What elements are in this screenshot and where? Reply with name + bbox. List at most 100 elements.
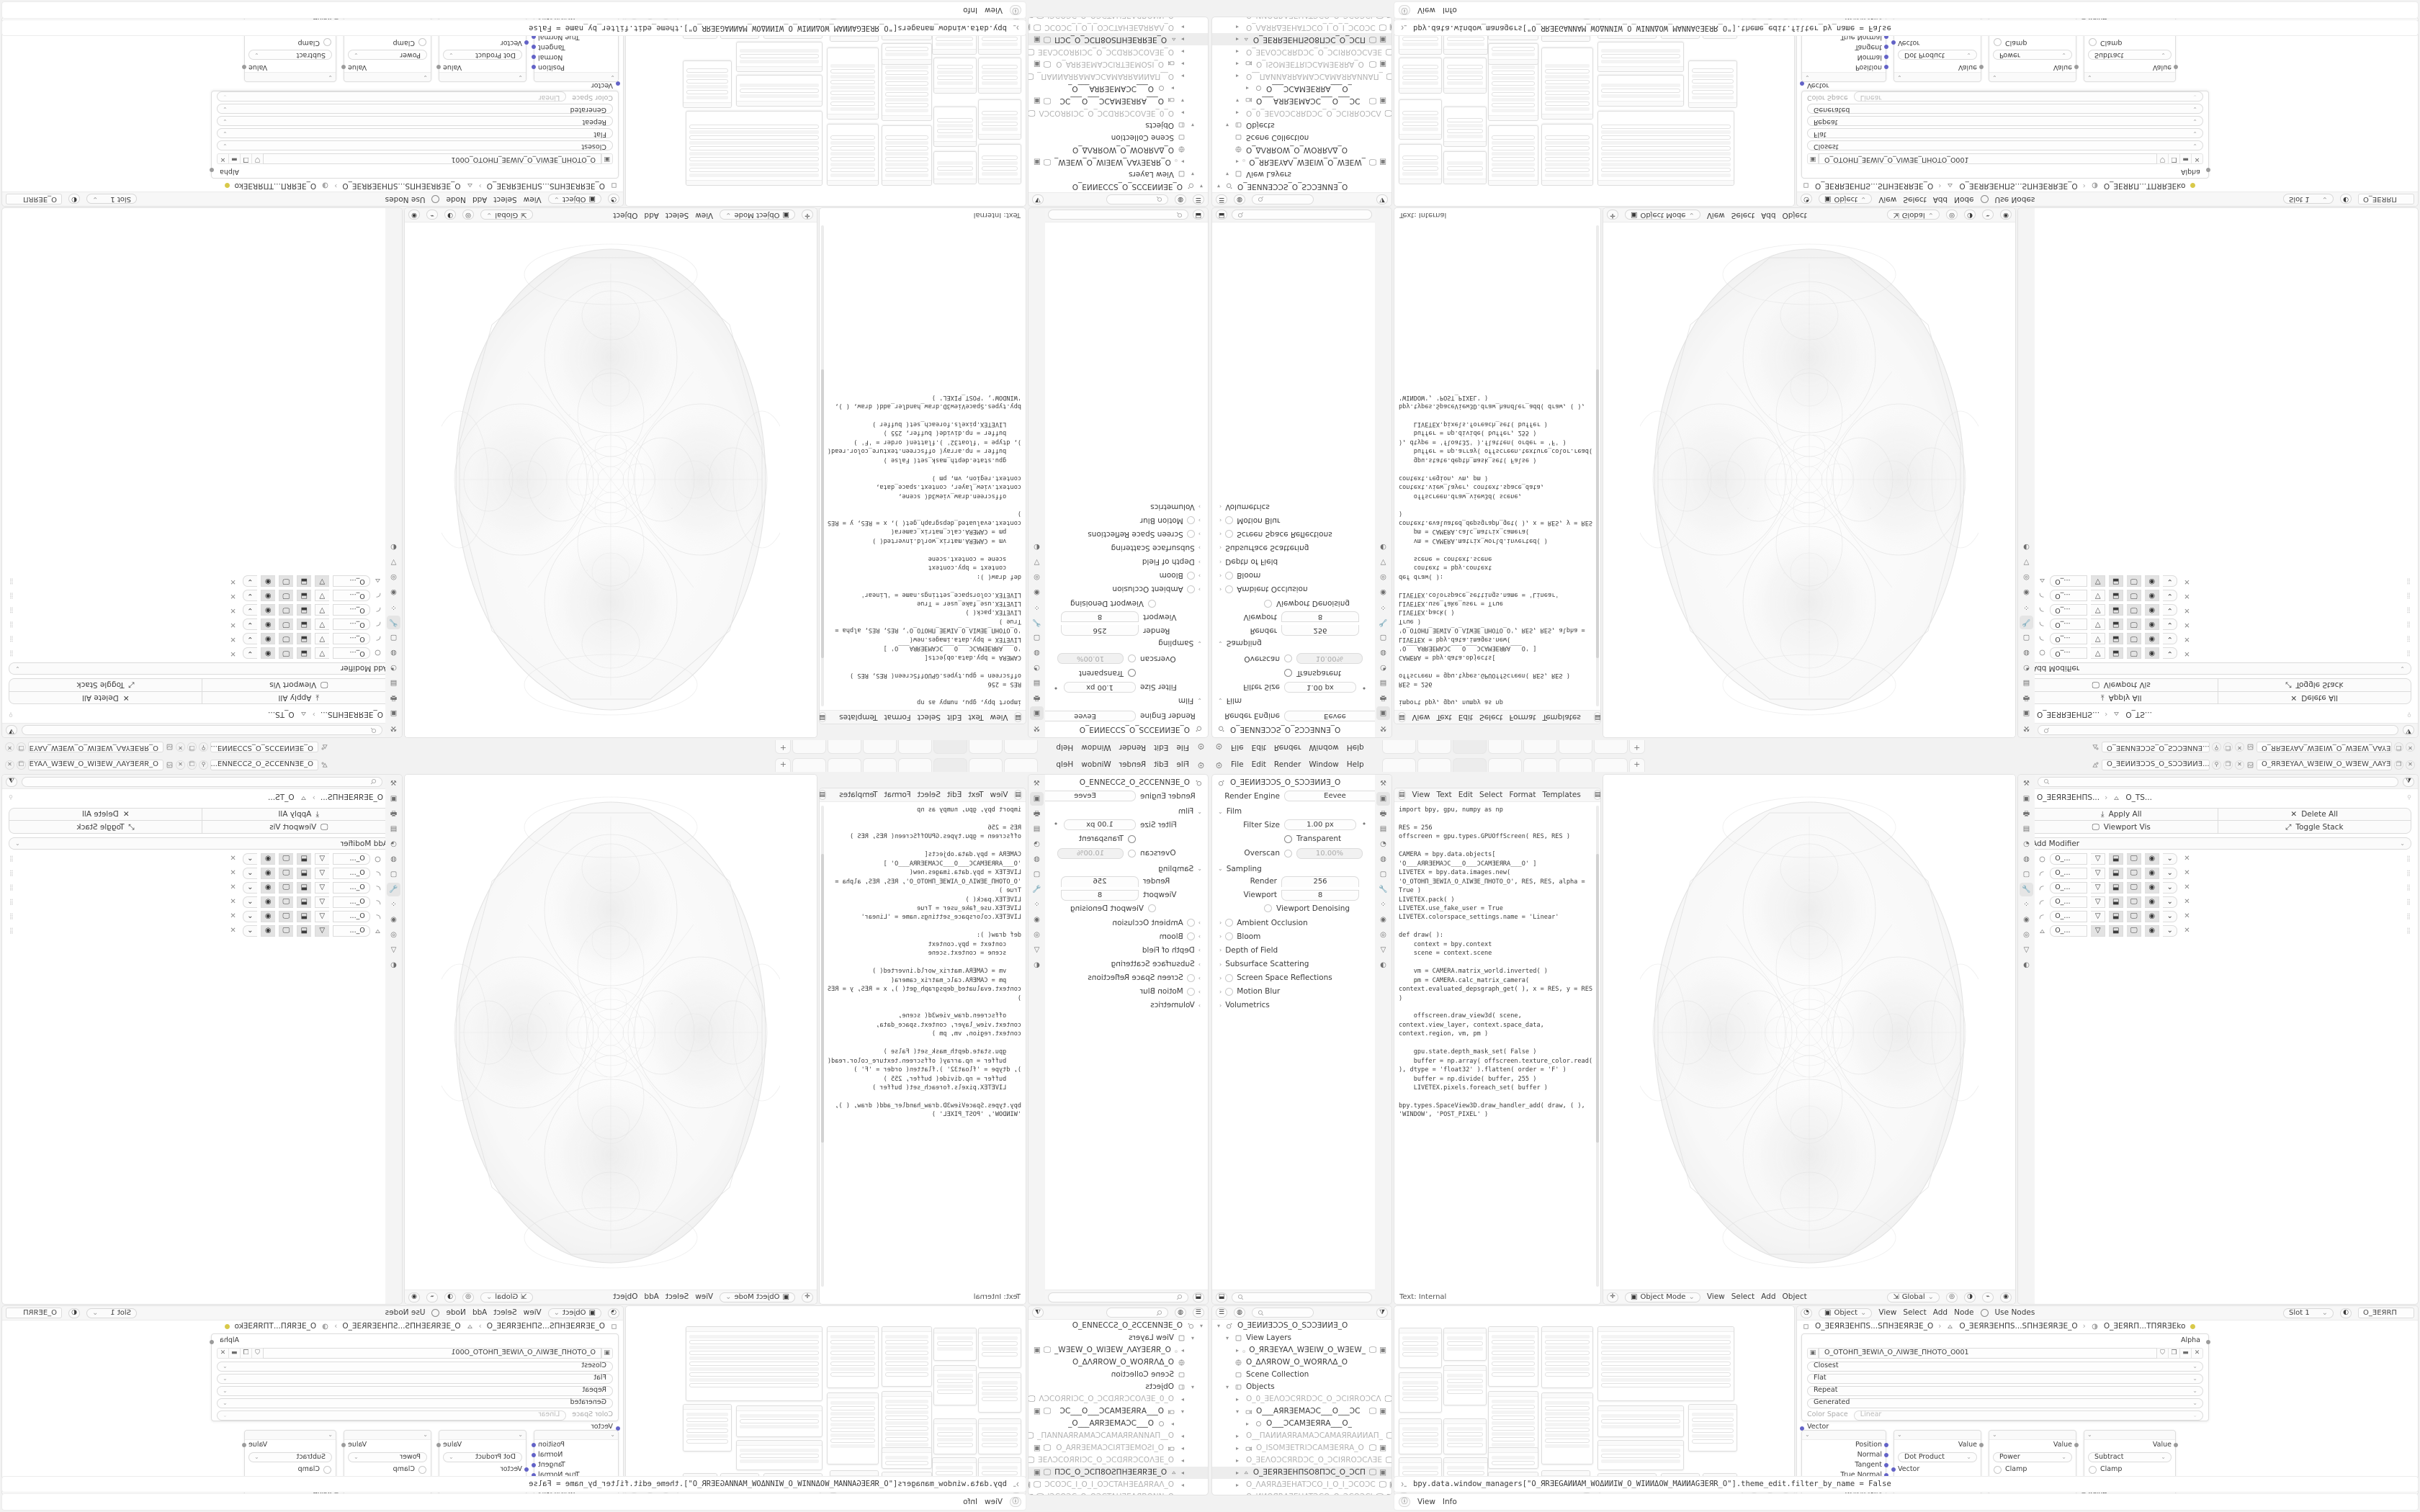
image-browse-icon[interactable]: ▣	[1807, 1347, 1819, 1359]
material-slot-dropdown[interactable]: Slot 1 ⌄	[86, 194, 137, 204]
value-socket[interactable]	[2074, 65, 2079, 69]
workspace-tab-active[interactable]	[933, 740, 968, 755]
breadcrumb-mesh[interactable]: O_ƎEЯRƎEHΠS...SΠHƎEЯRƎE_O	[1959, 1322, 2078, 1331]
object-icon[interactable]: ▢	[1379, 634, 1387, 642]
render-toggle-icon[interactable]: ◉	[2145, 925, 2160, 937]
modifier-row[interactable]: ›O_...▽⬓🖵◉⌄✕⣿	[2033, 925, 2411, 937]
render-icon[interactable]: ▣	[2022, 709, 2030, 718]
modifier-row[interactable]: ›O_...▽⬓🖵◉⌄✕⣿	[9, 868, 387, 880]
node-header[interactable]	[882, 59, 931, 64]
colorspace-dropdown[interactable]: Linear	[217, 91, 567, 102]
menu-render[interactable]: Render	[1119, 743, 1147, 752]
editor-type-icon[interactable]: ◔	[1801, 194, 1812, 204]
edit-mode-toggle-icon[interactable]: ▽	[2091, 618, 2106, 630]
editor-type-icon[interactable]: ✛	[802, 1292, 813, 1302]
proportional-edit-icon[interactable]: ◑	[1964, 210, 1976, 220]
geometry-node[interactable]	[978, 1372, 1021, 1413]
node-collapse-header[interactable]: ⌄	[2084, 72, 2175, 81]
material-icon[interactable]: ◐	[68, 194, 80, 204]
text-menu-edit[interactable]: Edit	[1458, 790, 1474, 799]
modifier-name-field[interactable]: O_...	[2050, 632, 2088, 644]
section-toggle-checkbox[interactable]	[1186, 585, 1195, 593]
material-icon[interactable]: ◐	[68, 1308, 80, 1318]
chevron-down-icon[interactable]: ▾	[1199, 183, 1203, 190]
modifier-search-input[interactable]	[22, 776, 382, 787]
properties-search-input[interactable]	[1232, 210, 1372, 220]
chevron-down-icon[interactable]: ▾	[1226, 1383, 1229, 1390]
section-toggle-checkbox[interactable]	[1225, 585, 1234, 593]
filter-size-row[interactable]: Filter Size 1.00 px •	[1028, 817, 1208, 832]
collapsed-section-3[interactable]: ›Subsurface Scattering⣿	[1212, 542, 1392, 556]
outliner-row[interactable]: ▸O_ƎEΛOƆCЯRDƆC_O_ƆCIЯROƆCΛƎE🖵▣	[1212, 40, 1392, 58]
properties-footer[interactable]: ⬓ ⌄	[1212, 208, 1392, 222]
modifier-editor-header[interactable]: ⬓ ⧩	[2, 775, 402, 789]
viewport-toggle-icon[interactable]: 🖵	[2127, 896, 2142, 909]
modifier-name-field[interactable]: O_...	[2050, 925, 2088, 937]
text-datablock-icon[interactable]: ▤	[1593, 790, 1600, 800]
chevron-down-icon[interactable]: ▾	[1226, 122, 1229, 129]
node-header[interactable]	[1444, 1328, 1486, 1333]
geometry-node[interactable]	[1488, 1447, 1538, 1469]
object-icon[interactable]: ▢	[390, 634, 398, 642]
monitor-icon[interactable]: 🖵	[1028, 71, 1034, 81]
collapsed-section-2[interactable]: ›Depth of Field⣿	[1028, 942, 1208, 956]
render-toggle-icon[interactable]: ◉	[260, 911, 275, 923]
chevron-down-icon[interactable]: ▾	[1191, 1383, 1194, 1390]
modifier-search-input[interactable]	[2038, 776, 2398, 787]
new-view-layer-icon[interactable]: ❐	[17, 742, 26, 752]
outliner-row[interactable]: ▸O_ΛAЯRΔƎEHATƆCO_I_O_I_ƆCOƆC🖵▣	[1212, 17, 1392, 33]
section-film[interactable]: ⌄ Film ⣿	[1212, 804, 1392, 817]
proportional-edit-icon[interactable]: ◑	[444, 1292, 456, 1302]
value-socket[interactable]	[436, 65, 441, 69]
clamp-checkbox[interactable]	[1994, 1465, 2002, 1474]
node-header[interactable]	[934, 1419, 976, 1424]
transform-orientation-dropdown[interactable]: ⇲ Global ⌄	[1887, 210, 1940, 220]
properties-tab-column[interactable]: ⚒ ▣ 🖶 ▤ ◔ ◍ ▢ 🔧 ⁘ ◉ ◎ ▽ ◐	[1028, 208, 1045, 737]
material-icon[interactable]: ◐	[1380, 543, 1386, 552]
snap-icon[interactable]: ◎	[462, 1292, 474, 1302]
outliner-row[interactable]: ▾O_ƎEИИƎƆƆS_O_SƆƆƎИИƎ_O	[1028, 180, 1208, 192]
section-toggle-checkbox[interactable]	[1225, 919, 1234, 927]
shader-type-dropdown[interactable]: ▣ Object ⌄	[547, 1308, 601, 1318]
modifier-name-field[interactable]: O_...	[2050, 603, 2088, 616]
outliner-row[interactable]: ▸O_ЯRƎEYAΛ_WƎEIW_O_WƎEW_🖵▣	[1212, 1344, 1392, 1356]
breadcrumb-mesh[interactable]: O_ƎEЯRƎEHΠS...SΠHƎEЯRƎE_O	[342, 1322, 461, 1331]
geometry-node[interactable]	[978, 99, 1021, 140]
viewport-toggle-icon[interactable]: 🖵	[278, 618, 293, 630]
material-slot-dropdown[interactable]: Slot 1 ⌄	[86, 1308, 137, 1318]
output-icon[interactable]: 🖶	[1379, 694, 1387, 703]
modifier-row[interactable]: ›O_...▽⬓🖵◉⌄✕⣿	[2033, 853, 2411, 865]
chevron-right-icon[interactable]: ▸	[1180, 36, 1184, 43]
python-console-status-bar[interactable]: bpy.data.window_managers["O_ЯRƎEGAИИAM_W…	[1394, 1477, 2418, 1492]
geometry-node[interactable]	[1541, 124, 1593, 186]
use-nodes-checkbox[interactable]	[1980, 195, 1989, 203]
filter-size-input[interactable]: 1.00 px	[1064, 819, 1136, 831]
camera-icon[interactable]: ▣	[1379, 1346, 1386, 1355]
output-icon[interactable]: 🖶	[1033, 809, 1041, 818]
viewport-denoising-row[interactable]: Viewport Denoising	[1212, 902, 1392, 915]
apply-all-button[interactable]: ⤓ Apply All	[2025, 690, 2218, 704]
modifier-action-buttons[interactable]: ⤓ Apply All ✕ Delete All 🖵 Viewport Vis	[9, 678, 395, 704]
close-icon[interactable]: ✕	[2184, 649, 2190, 657]
workspace-tabs[interactable]: +	[1381, 740, 1645, 755]
transparent-checkbox[interactable]	[1284, 669, 1292, 678]
modifier-row[interactable]: ›O_...▽⬓🖵◉⌄✕⣿	[9, 603, 387, 616]
menu-file[interactable]: File	[1231, 743, 1244, 752]
modifier-row[interactable]: ›O_...▽⬓🖵◉⌄✕⣿	[2033, 882, 2411, 894]
object-icon[interactable]: ▢	[2022, 634, 2030, 642]
modifier-name-field[interactable]: O_...	[332, 868, 370, 880]
properties-search-input[interactable]	[1232, 1292, 1372, 1302]
geometry-node[interactable]	[882, 125, 932, 186]
camera-icon[interactable]: ▣	[1028, 1493, 1034, 1495]
physics-icon[interactable]: ◉	[2023, 588, 2030, 597]
output-socket[interactable]	[532, 55, 536, 59]
source-dropdown[interactable]: Generated	[1807, 104, 2203, 114]
outliner-row[interactable]: ▸O_ИИOЯRΔƎEHATƆCO_O_ƆCOƆCI🖵▣	[1028, 17, 1208, 21]
image-browse-icon[interactable]: ▣	[1807, 153, 1819, 165]
quadrant-top-right[interactable]: File Edit Render Window Help +	[1210, 0, 2420, 756]
modifier-extras-icon[interactable]: ⌄	[242, 632, 257, 644]
workspace-tab[interactable]	[898, 757, 933, 772]
node-collapse-header[interactable]: ⌄	[344, 1431, 431, 1440]
workspace-tab[interactable]	[1381, 740, 1416, 755]
scene-and-viewlayer-fields[interactable]: O_ƎEИИƎƆƆS_O_SƆƆƎИИƎ... ⚲ ❐ ✕ O_ЯRƎEYAΛ_…	[5, 759, 328, 770]
